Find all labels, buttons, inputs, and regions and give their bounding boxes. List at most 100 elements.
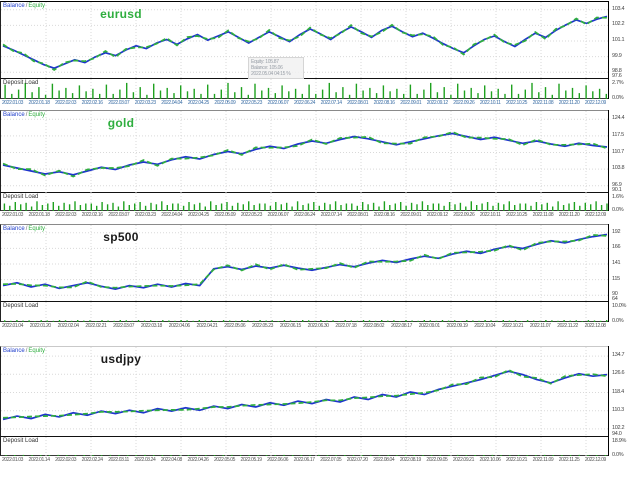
- date-label: 2022.09.01: [418, 323, 440, 329]
- y-tick-label: 141: [612, 260, 621, 266]
- balance-plot-area[interactable]: Balance/Equity eurusd Equity: 105.87 Bala…: [0, 1, 609, 80]
- date-label: 2022.10.25: [506, 100, 528, 106]
- date-label: 2022.03.11: [108, 457, 129, 463]
- deposit-load-area[interactable]: Deposit Load: [0, 437, 608, 456]
- date-label: 2022.08.02: [363, 323, 385, 329]
- y-tick-label: 134.7: [612, 352, 625, 359]
- symbol-title: gold: [107, 116, 135, 130]
- date-label: 2022.07.14: [320, 212, 342, 218]
- y-tick-label: 110.7: [612, 148, 624, 155]
- y-tick-label: 126.6: [612, 370, 625, 377]
- deposit-load-bars: [4, 302, 608, 322]
- date-label: 2022.01.18: [28, 212, 50, 218]
- date-label: 2022.06.15: [279, 323, 301, 329]
- y-tick-label: 18.9%: [612, 438, 627, 444]
- y-tick-label: 90.1: [612, 187, 622, 193]
- y-tick-label: 98.8: [612, 68, 622, 75]
- date-label: 2022.01.14: [28, 457, 50, 463]
- date-label: 2022.06.30: [307, 323, 329, 329]
- date-label: 2022.10.21: [506, 457, 528, 463]
- y-tick-label: 10.0%: [612, 303, 627, 309]
- date-label: 2022.03.24: [134, 457, 156, 463]
- date-label: 2022.04.08: [160, 457, 182, 463]
- deposit-load-area[interactable]: Deposit Load: [0, 302, 608, 322]
- deposit-load-bars: [4, 79, 607, 99]
- date-label: 2022.04.06: [168, 323, 190, 329]
- date-label: 2022.04.04: [161, 100, 183, 106]
- date-label: 2022.10.06: [479, 457, 501, 463]
- deposit-load-label: Deposit Load: [3, 194, 39, 200]
- legend-balance: Balance: [3, 226, 25, 232]
- y-tick-label: 97.6: [612, 73, 622, 79]
- date-label: 2022.08.04: [373, 457, 395, 463]
- date-label: 2022.02.04: [57, 323, 79, 329]
- date-label: 2022.09.26: [453, 100, 475, 106]
- legend-balance: Balance: [3, 112, 25, 118]
- date-label: 2022.06.24: [294, 100, 316, 106]
- deposit-load-area[interactable]: Deposit Load: [0, 193, 608, 211]
- date-label: 2022.10.04: [474, 323, 496, 329]
- date-label: 2022.10.25: [506, 212, 528, 218]
- y-tick-label: 103.8: [612, 165, 625, 172]
- date-label: 2022.05.23: [240, 212, 262, 218]
- date-label: 2022.04.25: [187, 100, 209, 106]
- date-label: 2022.03.07: [108, 100, 130, 106]
- date-label: 2022.04.26: [187, 457, 209, 463]
- y-axis: 134.7 126.6 118.4 110.3 102.2 94.0 18.9% 0.0%: [608, 346, 640, 458]
- date-label: 2022.09.19: [446, 323, 468, 329]
- legend-equity: Equity: [28, 3, 46, 9]
- date-label: 2022.01.18: [28, 100, 50, 106]
- y-tick-label: 115: [612, 275, 620, 282]
- balance-equity-chart: [1, 111, 609, 194]
- date-label: 2022.09.26: [453, 212, 475, 218]
- legend-balance: Balance: [3, 348, 25, 354]
- date-axis: 2022.01.04 2022.01.20 2022.02.04 2022.02.21…: [0, 322, 606, 330]
- y-tick-label: 166: [612, 244, 621, 251]
- y-tick-label: 0.0%: [612, 318, 624, 324]
- y-tick-label: 2.7%: [612, 80, 624, 86]
- balance-plot-area[interactable]: Balance/Equity sp500: [0, 224, 609, 303]
- date-label: 2022.08.01: [347, 100, 369, 106]
- y-tick-label: 64: [612, 296, 618, 302]
- date-axis: 2022.01.03 2022.01.18 2022.02.03 2022.02.16…: [0, 211, 606, 219]
- chart-tooltip: Equity: 105.87 Balance: 105.06 2022.05.04 …: [248, 57, 304, 79]
- date-label: 2022.02.24: [81, 457, 103, 463]
- y-axis: 124.4 117.5 110.7 103.8 96.9 90.1 1.6% 0.0%: [608, 110, 640, 213]
- date-label: 2022.01.03: [2, 212, 24, 218]
- date-label: 2022.02.03: [55, 100, 77, 106]
- date-label: 2022.05.23: [252, 323, 274, 329]
- deposit-load-bars: [5, 437, 607, 456]
- balance-plot-area[interactable]: Balance/Equity usdjpy: [0, 346, 609, 438]
- y-tick-label: 117.5: [612, 131, 624, 138]
- y-tick-label: 124.4: [612, 115, 625, 122]
- balance-equity-chart: [1, 347, 609, 438]
- date-label: 2022.11.09: [532, 457, 554, 463]
- date-label: 2022.11.20: [558, 100, 580, 106]
- date-label: 2022.05.09: [214, 212, 236, 218]
- date-label: 2022.05.09: [214, 100, 236, 106]
- balance-equity-legend: Balance/Equity: [3, 348, 45, 355]
- date-label: 2022.06.06: [267, 457, 289, 463]
- y-axis: 103.4 102.2 101.1 99.9 98.8 97.6 2.7% 0.0%: [608, 1, 640, 101]
- date-label: 2022.04.21: [196, 323, 218, 329]
- date-label: 2022.09.21: [452, 457, 474, 463]
- date-label: 2022.12.09: [584, 457, 606, 463]
- legend-separator: /: [25, 226, 28, 232]
- date-label: 2022.03.07: [113, 323, 135, 329]
- date-label: 2022.02.16: [81, 100, 103, 106]
- deposit-load-area[interactable]: Deposit Load: [0, 79, 608, 99]
- date-label: 2022.06.17: [293, 457, 315, 463]
- date-label: 2022.07.18: [335, 323, 357, 329]
- date-label: 2022.07.14: [320, 100, 342, 106]
- date-label: 2022.12.09: [584, 100, 606, 106]
- date-axis: 2022.01.03 2022.01.18 2022.02.03 2022.02.16…: [0, 99, 606, 107]
- balance-plot-area[interactable]: Balance/Equity gold: [0, 110, 609, 194]
- date-label: 2022.09.12: [426, 212, 448, 218]
- date-label: 2022.05.23: [240, 100, 262, 106]
- y-tick-label: 118.4: [612, 388, 624, 395]
- deposit-load-label: Deposit Load: [3, 438, 39, 444]
- date-label: 2022.03.18: [140, 323, 162, 329]
- legend-separator: /: [25, 348, 28, 354]
- balance-equity-legend: Balance/Equity: [3, 3, 45, 10]
